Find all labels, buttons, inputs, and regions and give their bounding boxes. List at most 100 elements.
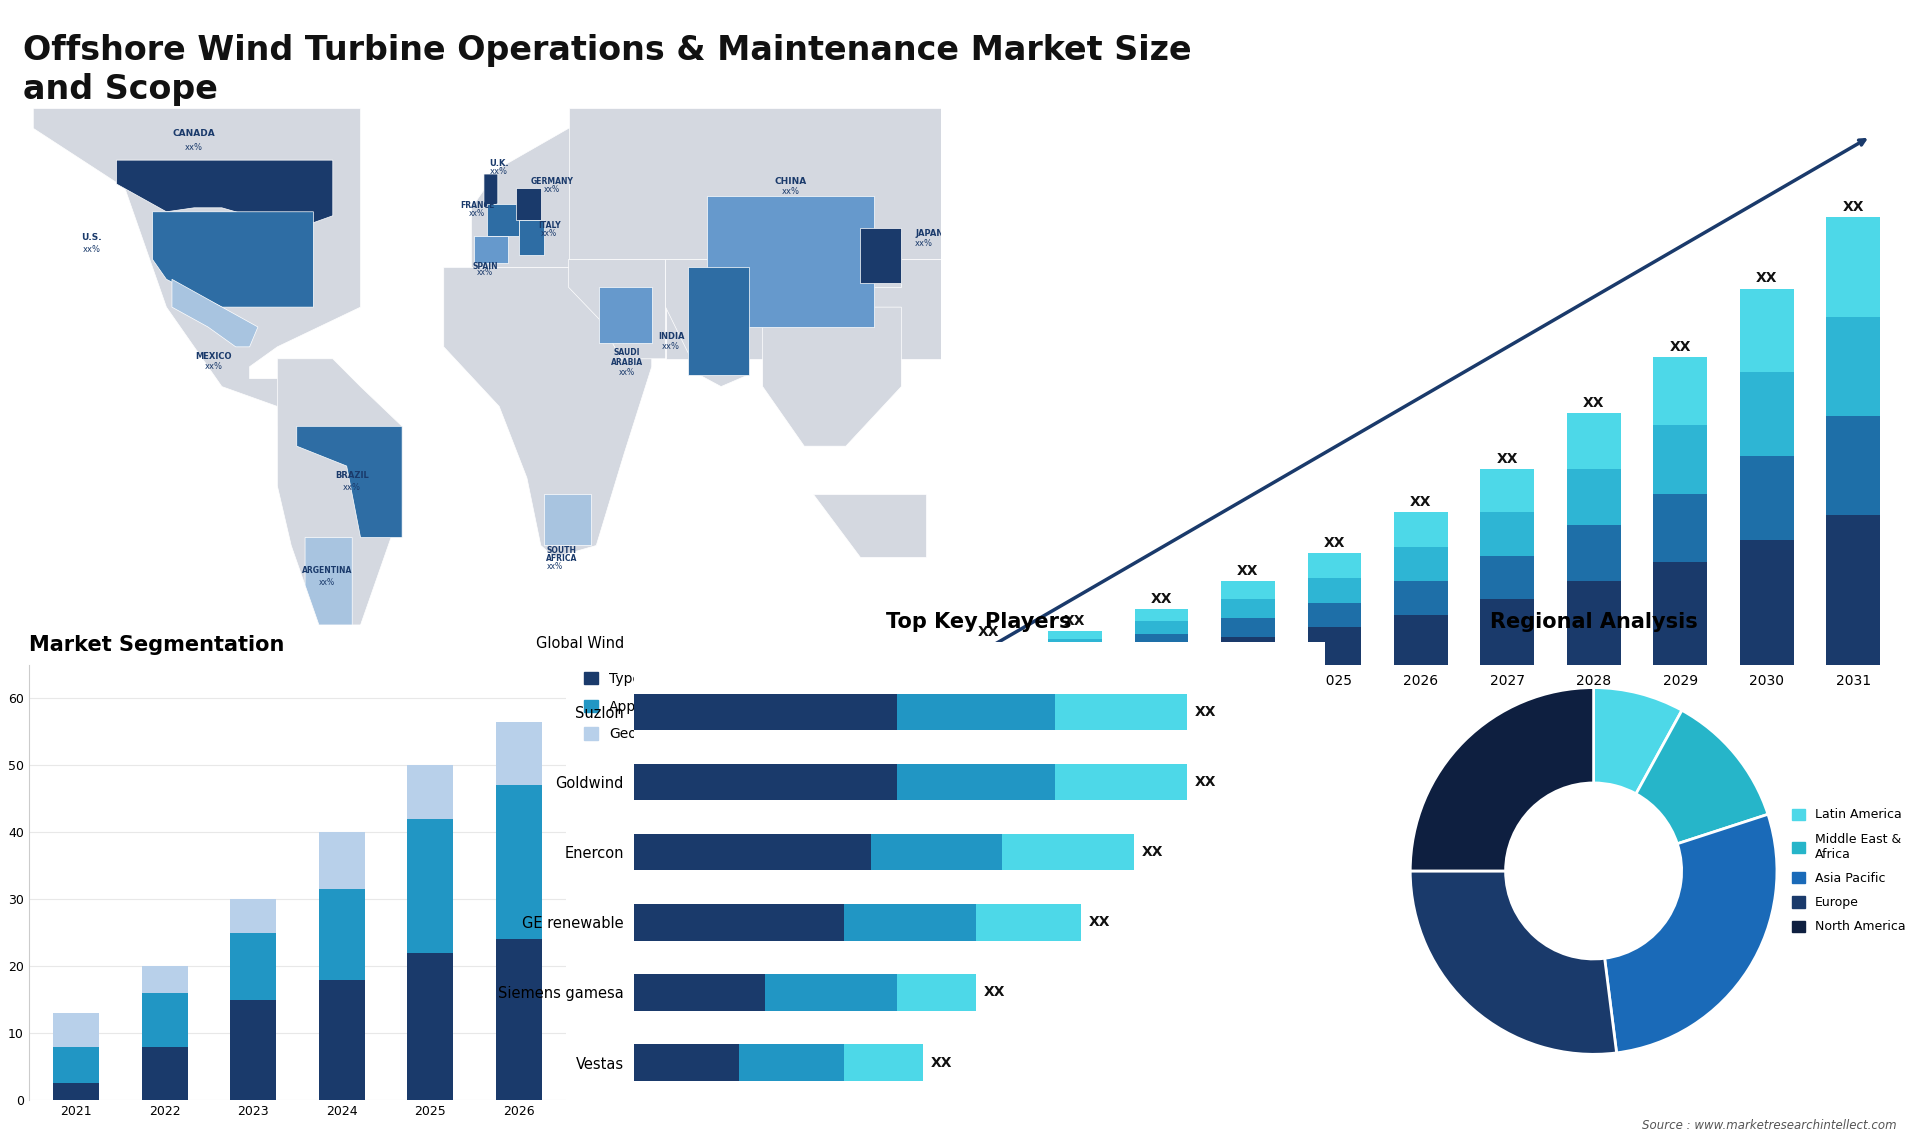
Text: RESEARCH: RESEARCH xyxy=(1720,79,1791,92)
Bar xyxy=(1567,413,1620,469)
Bar xyxy=(1826,516,1880,665)
Bar xyxy=(766,974,897,1011)
Bar xyxy=(1567,469,1620,525)
Bar xyxy=(1567,525,1620,581)
Polygon shape xyxy=(687,267,749,375)
Bar xyxy=(897,693,1054,730)
Bar xyxy=(845,904,975,941)
Bar xyxy=(634,904,845,941)
Bar xyxy=(495,785,541,940)
Text: XX: XX xyxy=(1089,916,1110,929)
Text: XX: XX xyxy=(931,1055,952,1069)
Bar xyxy=(1054,763,1187,800)
Bar xyxy=(634,693,897,730)
Text: ITALY: ITALY xyxy=(538,221,561,229)
Text: xx%: xx% xyxy=(541,228,557,237)
Bar xyxy=(1135,634,1188,646)
Bar xyxy=(1394,512,1448,547)
Bar xyxy=(897,974,975,1011)
Bar xyxy=(495,722,541,785)
Text: XX: XX xyxy=(1323,535,1346,550)
Bar xyxy=(1221,599,1275,618)
Bar xyxy=(1002,834,1135,871)
Text: XX: XX xyxy=(1064,614,1085,628)
Text: XX: XX xyxy=(1142,845,1164,860)
Polygon shape xyxy=(173,280,257,347)
Polygon shape xyxy=(516,188,541,220)
Text: XX: XX xyxy=(1496,452,1519,465)
Polygon shape xyxy=(860,228,900,283)
Text: FRANCE: FRANCE xyxy=(459,201,493,210)
Bar xyxy=(1221,637,1275,665)
Text: xx%: xx% xyxy=(916,238,933,248)
Bar xyxy=(962,652,1016,657)
Text: XX: XX xyxy=(1843,199,1864,214)
Polygon shape xyxy=(472,120,611,267)
Wedge shape xyxy=(1636,711,1768,843)
Text: xx%: xx% xyxy=(344,482,361,492)
Polygon shape xyxy=(707,196,874,327)
Text: SOUTH: SOUTH xyxy=(547,547,576,556)
Bar xyxy=(1826,416,1880,516)
Polygon shape xyxy=(666,259,749,386)
Text: XX: XX xyxy=(1757,272,1778,285)
Bar xyxy=(1653,425,1707,494)
Text: MEXICO: MEXICO xyxy=(196,352,232,361)
Text: INDIA: INDIA xyxy=(659,332,684,340)
Bar xyxy=(1826,217,1880,316)
Bar xyxy=(54,1083,100,1100)
Polygon shape xyxy=(152,212,313,307)
Bar xyxy=(1653,356,1707,425)
Bar xyxy=(1048,653,1102,665)
Text: AFRICA: AFRICA xyxy=(547,555,578,564)
Polygon shape xyxy=(276,359,401,625)
Text: JAPAN: JAPAN xyxy=(916,228,943,237)
Bar xyxy=(634,763,897,800)
Text: xx%: xx% xyxy=(547,563,563,572)
Bar xyxy=(1308,552,1361,578)
Bar xyxy=(1394,615,1448,665)
Legend: Latin America, Middle East &
Africa, Asia Pacific, Europe, North America: Latin America, Middle East & Africa, Asi… xyxy=(1793,808,1905,934)
Polygon shape xyxy=(484,174,497,207)
Wedge shape xyxy=(1409,871,1617,1054)
Bar xyxy=(975,904,1081,941)
Bar xyxy=(142,966,188,992)
Bar xyxy=(897,763,1054,800)
Wedge shape xyxy=(1409,688,1594,871)
Bar xyxy=(1740,289,1793,372)
Bar xyxy=(54,1046,100,1083)
Wedge shape xyxy=(1594,688,1682,794)
Text: BRAZIL: BRAZIL xyxy=(336,471,369,480)
Bar xyxy=(1480,512,1534,556)
Bar xyxy=(845,1044,924,1081)
Polygon shape xyxy=(568,109,998,259)
Polygon shape xyxy=(444,267,651,557)
Polygon shape xyxy=(518,220,543,256)
Text: xx%: xx% xyxy=(205,362,223,370)
Bar xyxy=(1653,562,1707,665)
Text: Offshore Wind Turbine Operations & Maintenance Market Size
and Scope: Offshore Wind Turbine Operations & Maint… xyxy=(23,34,1192,105)
Text: XX: XX xyxy=(983,986,1006,999)
Polygon shape xyxy=(762,307,900,446)
Bar xyxy=(1826,316,1880,416)
Bar xyxy=(1048,646,1102,653)
Text: xx%: xx% xyxy=(478,268,493,277)
Bar xyxy=(1221,581,1275,599)
Polygon shape xyxy=(117,160,332,240)
Bar xyxy=(1740,540,1793,665)
Text: xx%: xx% xyxy=(319,579,336,587)
Bar xyxy=(962,642,1016,647)
Polygon shape xyxy=(474,236,507,264)
Bar xyxy=(319,889,365,980)
Legend: Type, Application, Geography: Type, Application, Geography xyxy=(584,672,687,741)
Bar xyxy=(1567,581,1620,665)
Text: XX: XX xyxy=(977,626,998,639)
Bar xyxy=(870,834,1002,871)
Text: CHINA: CHINA xyxy=(774,176,806,186)
Bar xyxy=(495,940,541,1100)
Bar xyxy=(1135,609,1188,621)
Text: U.S.: U.S. xyxy=(81,233,102,242)
Text: XX: XX xyxy=(1150,591,1171,605)
Text: XX: XX xyxy=(1582,395,1605,410)
Text: xx%: xx% xyxy=(83,244,100,253)
